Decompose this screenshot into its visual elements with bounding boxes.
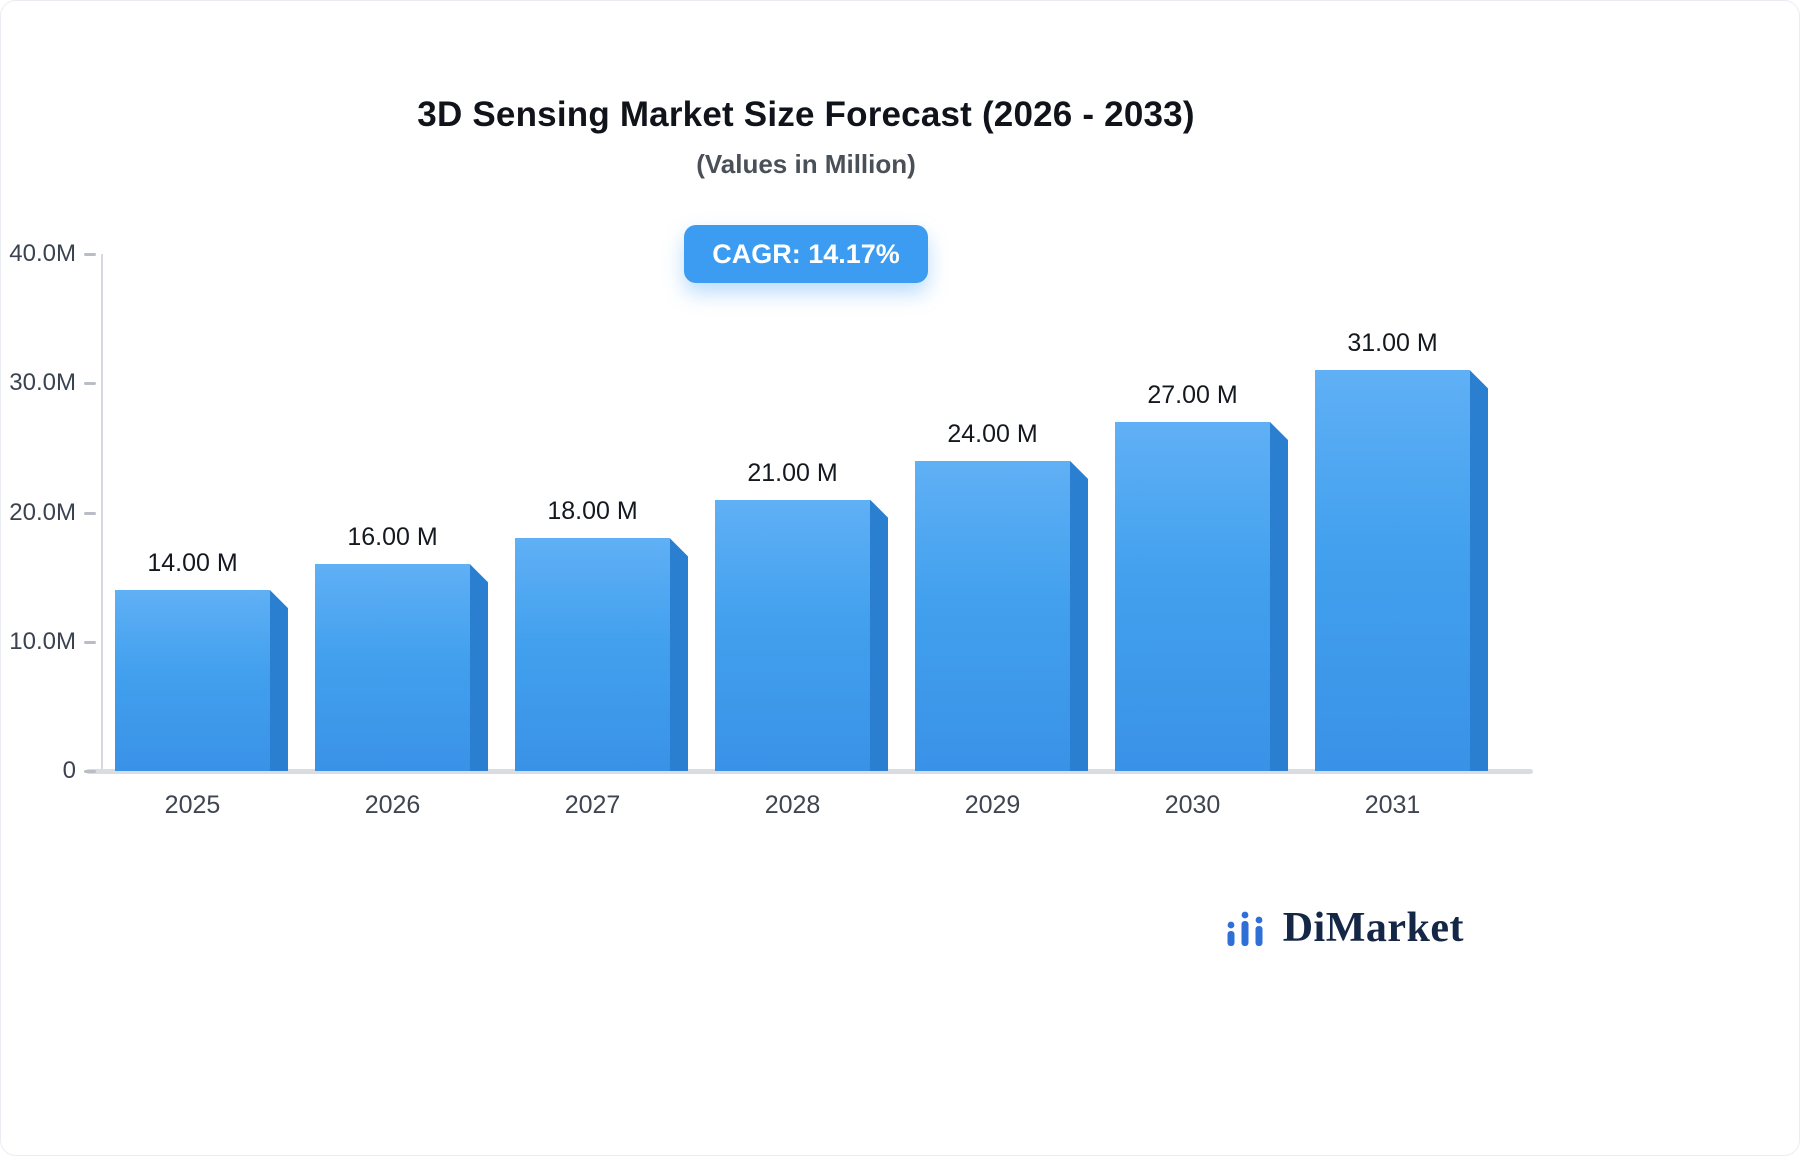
bar-2029: 24.00 M 2029 [915,420,1088,819]
bar-2030: 27.00 M 2030 [1115,381,1288,819]
y-tick-mark [84,770,96,773]
x-axis-label: 2031 [1364,791,1421,819]
bar-side-face [269,590,288,771]
x-axis-baseline [86,769,1533,774]
bar-side-face [1270,422,1288,771]
y-tick-mark [84,511,96,515]
x-axis-label: 2028 [764,791,821,819]
chart-title: 3D Sensing Market Size Forecast (2026 - … [417,95,1195,134]
bar-value-label: 24.00 M [947,419,1038,448]
bar-side-face [470,564,488,771]
x-axis-label: 2030 [1164,791,1221,819]
y-tick-mark [84,640,96,644]
bar-side-face [1470,370,1488,771]
bar-value-label: 27.00 M [1147,381,1238,410]
bar-side-face [670,538,688,771]
bar-2031: 31.00 M 2031 [1315,329,1488,819]
y-tick-label: 30.0M [9,369,76,397]
bar-front-face [515,538,670,771]
bar-front-face [114,590,270,771]
y-axis-line [101,254,103,771]
bar-front-face [315,564,470,771]
y-tick-label: 40.0M [9,240,76,267]
y-tick-mark [84,382,96,386]
bar-value-label: 16.00 M [347,523,438,552]
bar-2025: 14.00 M 2025 [114,549,288,819]
plot-area: 40.0M 30.0M 20.0M 10.0M 0 14.00 M 2025 16.00 M 2… [9,240,1501,819]
bar-side-face [1070,460,1088,771]
y-tick-label: 20.0M [9,498,76,526]
y-tick-mark [84,253,96,256]
cagr-badge: CAGR: 14.17% [684,225,928,283]
x-axis-label: 2027 [564,791,621,819]
x-axis-label: 2025 [164,791,221,819]
bar-front-face [915,460,1070,771]
bar-value-label: 31.00 M [1347,329,1438,358]
dimarket-logo: DiMarket [1221,904,1464,952]
bar-2026: 16.00 M 2026 [315,523,488,819]
bar-2028: 21.00 M 2028 [715,459,888,819]
x-axis-label: 2029 [964,791,1021,819]
bar-front-face [1315,370,1470,771]
x-axis-label: 2026 [364,791,421,819]
y-tick-label: 10.0M [9,627,76,655]
bar-value-label: 18.00 M [547,497,638,526]
bar-side-face [870,499,888,771]
y-tick-label: 0 [62,757,76,784]
logo-text: DiMarket [1282,905,1464,951]
bar-front-face [1115,422,1270,771]
bar-2027: 18.00 M 2027 [515,497,688,819]
bar-front-face [715,499,870,771]
bar-value-label: 21.00 M [747,458,838,487]
bar-chart-logo-icon [1227,911,1263,946]
bar-value-label: 14.00 M [147,549,238,578]
chart-subtitle: (Values in Million) [696,149,916,179]
